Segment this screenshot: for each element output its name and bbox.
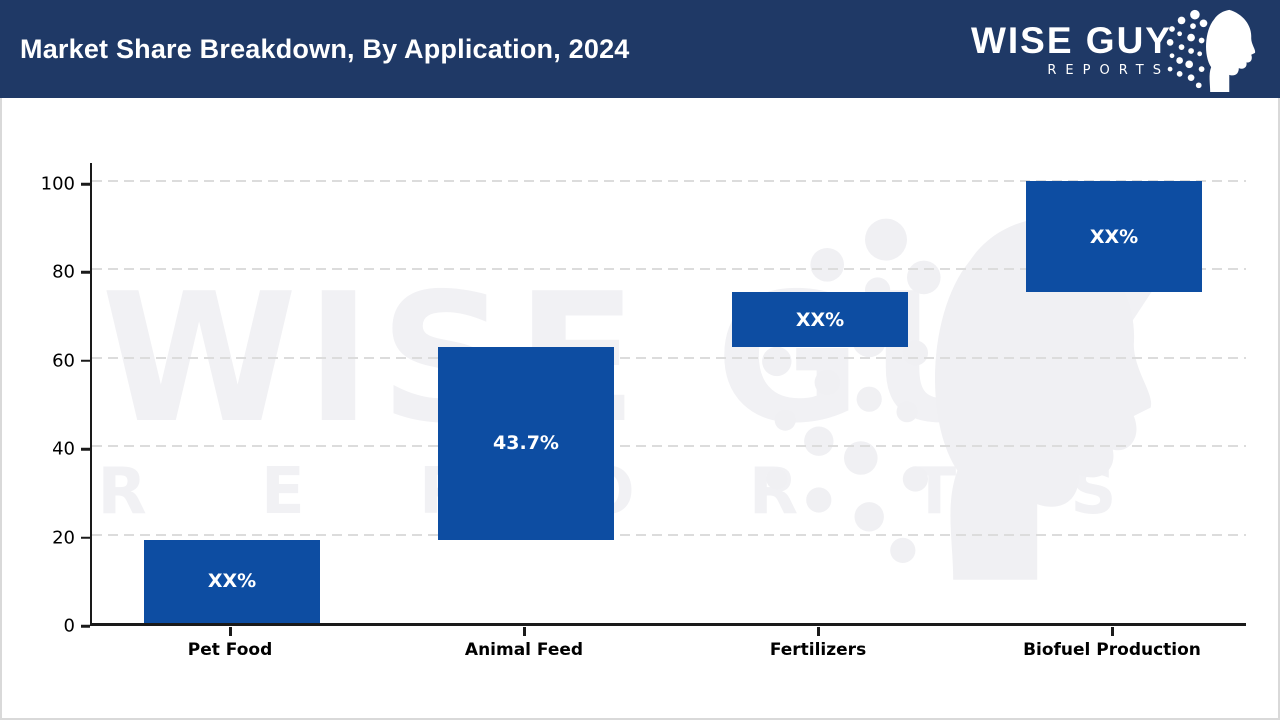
y-axis-tick	[81, 271, 90, 274]
bar-biofuel-production: XX%	[1026, 181, 1202, 293]
logo-subtitle: REPORTS	[1047, 62, 1170, 78]
bar-value-label: XX%	[207, 570, 257, 593]
bar-animal-feed: 43.7%	[438, 346, 614, 540]
x-category-label-pet-food: Pet Food	[187, 640, 273, 660]
bar-value-label: 43.7%	[493, 432, 559, 455]
x-axis-tick	[229, 627, 232, 636]
plot-area: XX% 43.7% XX% XX%	[90, 163, 1246, 626]
y-tick-label: 20	[52, 527, 75, 549]
x-axis-tick	[1111, 627, 1114, 636]
header-bar: Market Share Breakdown, By Application, …	[0, 0, 1280, 98]
x-axis-tick	[523, 627, 526, 636]
bar-value-label: XX%	[795, 308, 845, 331]
gridline-60	[92, 356, 1246, 359]
bar-value-label: XX%	[1089, 225, 1139, 248]
gridline-20	[92, 533, 1246, 536]
gridline-80	[92, 268, 1246, 271]
logo-wordmark: WISE GUY	[970, 20, 1172, 62]
x-category-label-biofuel-production: Biofuel Production	[1023, 640, 1201, 660]
y-tick-label: 40	[52, 438, 75, 460]
bar-pet-food: XX%	[144, 539, 320, 623]
y-axis-tick	[81, 624, 90, 628]
y-axis-tick	[81, 359, 90, 363]
y-axis-tick	[81, 182, 90, 186]
x-category-label-fertilizers: Fertilizers	[769, 640, 867, 660]
y-axis-tick	[81, 447, 90, 451]
x-category-label-animal-feed: Animal Feed	[464, 640, 584, 660]
gridline-40	[92, 445, 1246, 448]
y-tick-label: 100	[40, 173, 75, 195]
gridline-100	[92, 180, 1246, 182]
bar-fertilizers: XX%	[732, 292, 908, 347]
y-tick-label: 80	[52, 261, 75, 283]
y-axis-tick	[81, 536, 90, 539]
logo-face-icon	[1166, 9, 1256, 92]
x-axis-tick	[817, 627, 820, 636]
wiseguy-logo: WISE GUY REPORTS	[971, 8, 1262, 92]
y-tick-label: 60	[52, 350, 75, 372]
page-title: Market Share Breakdown, By Application, …	[20, 33, 630, 64]
y-tick-label: 0	[63, 615, 75, 637]
